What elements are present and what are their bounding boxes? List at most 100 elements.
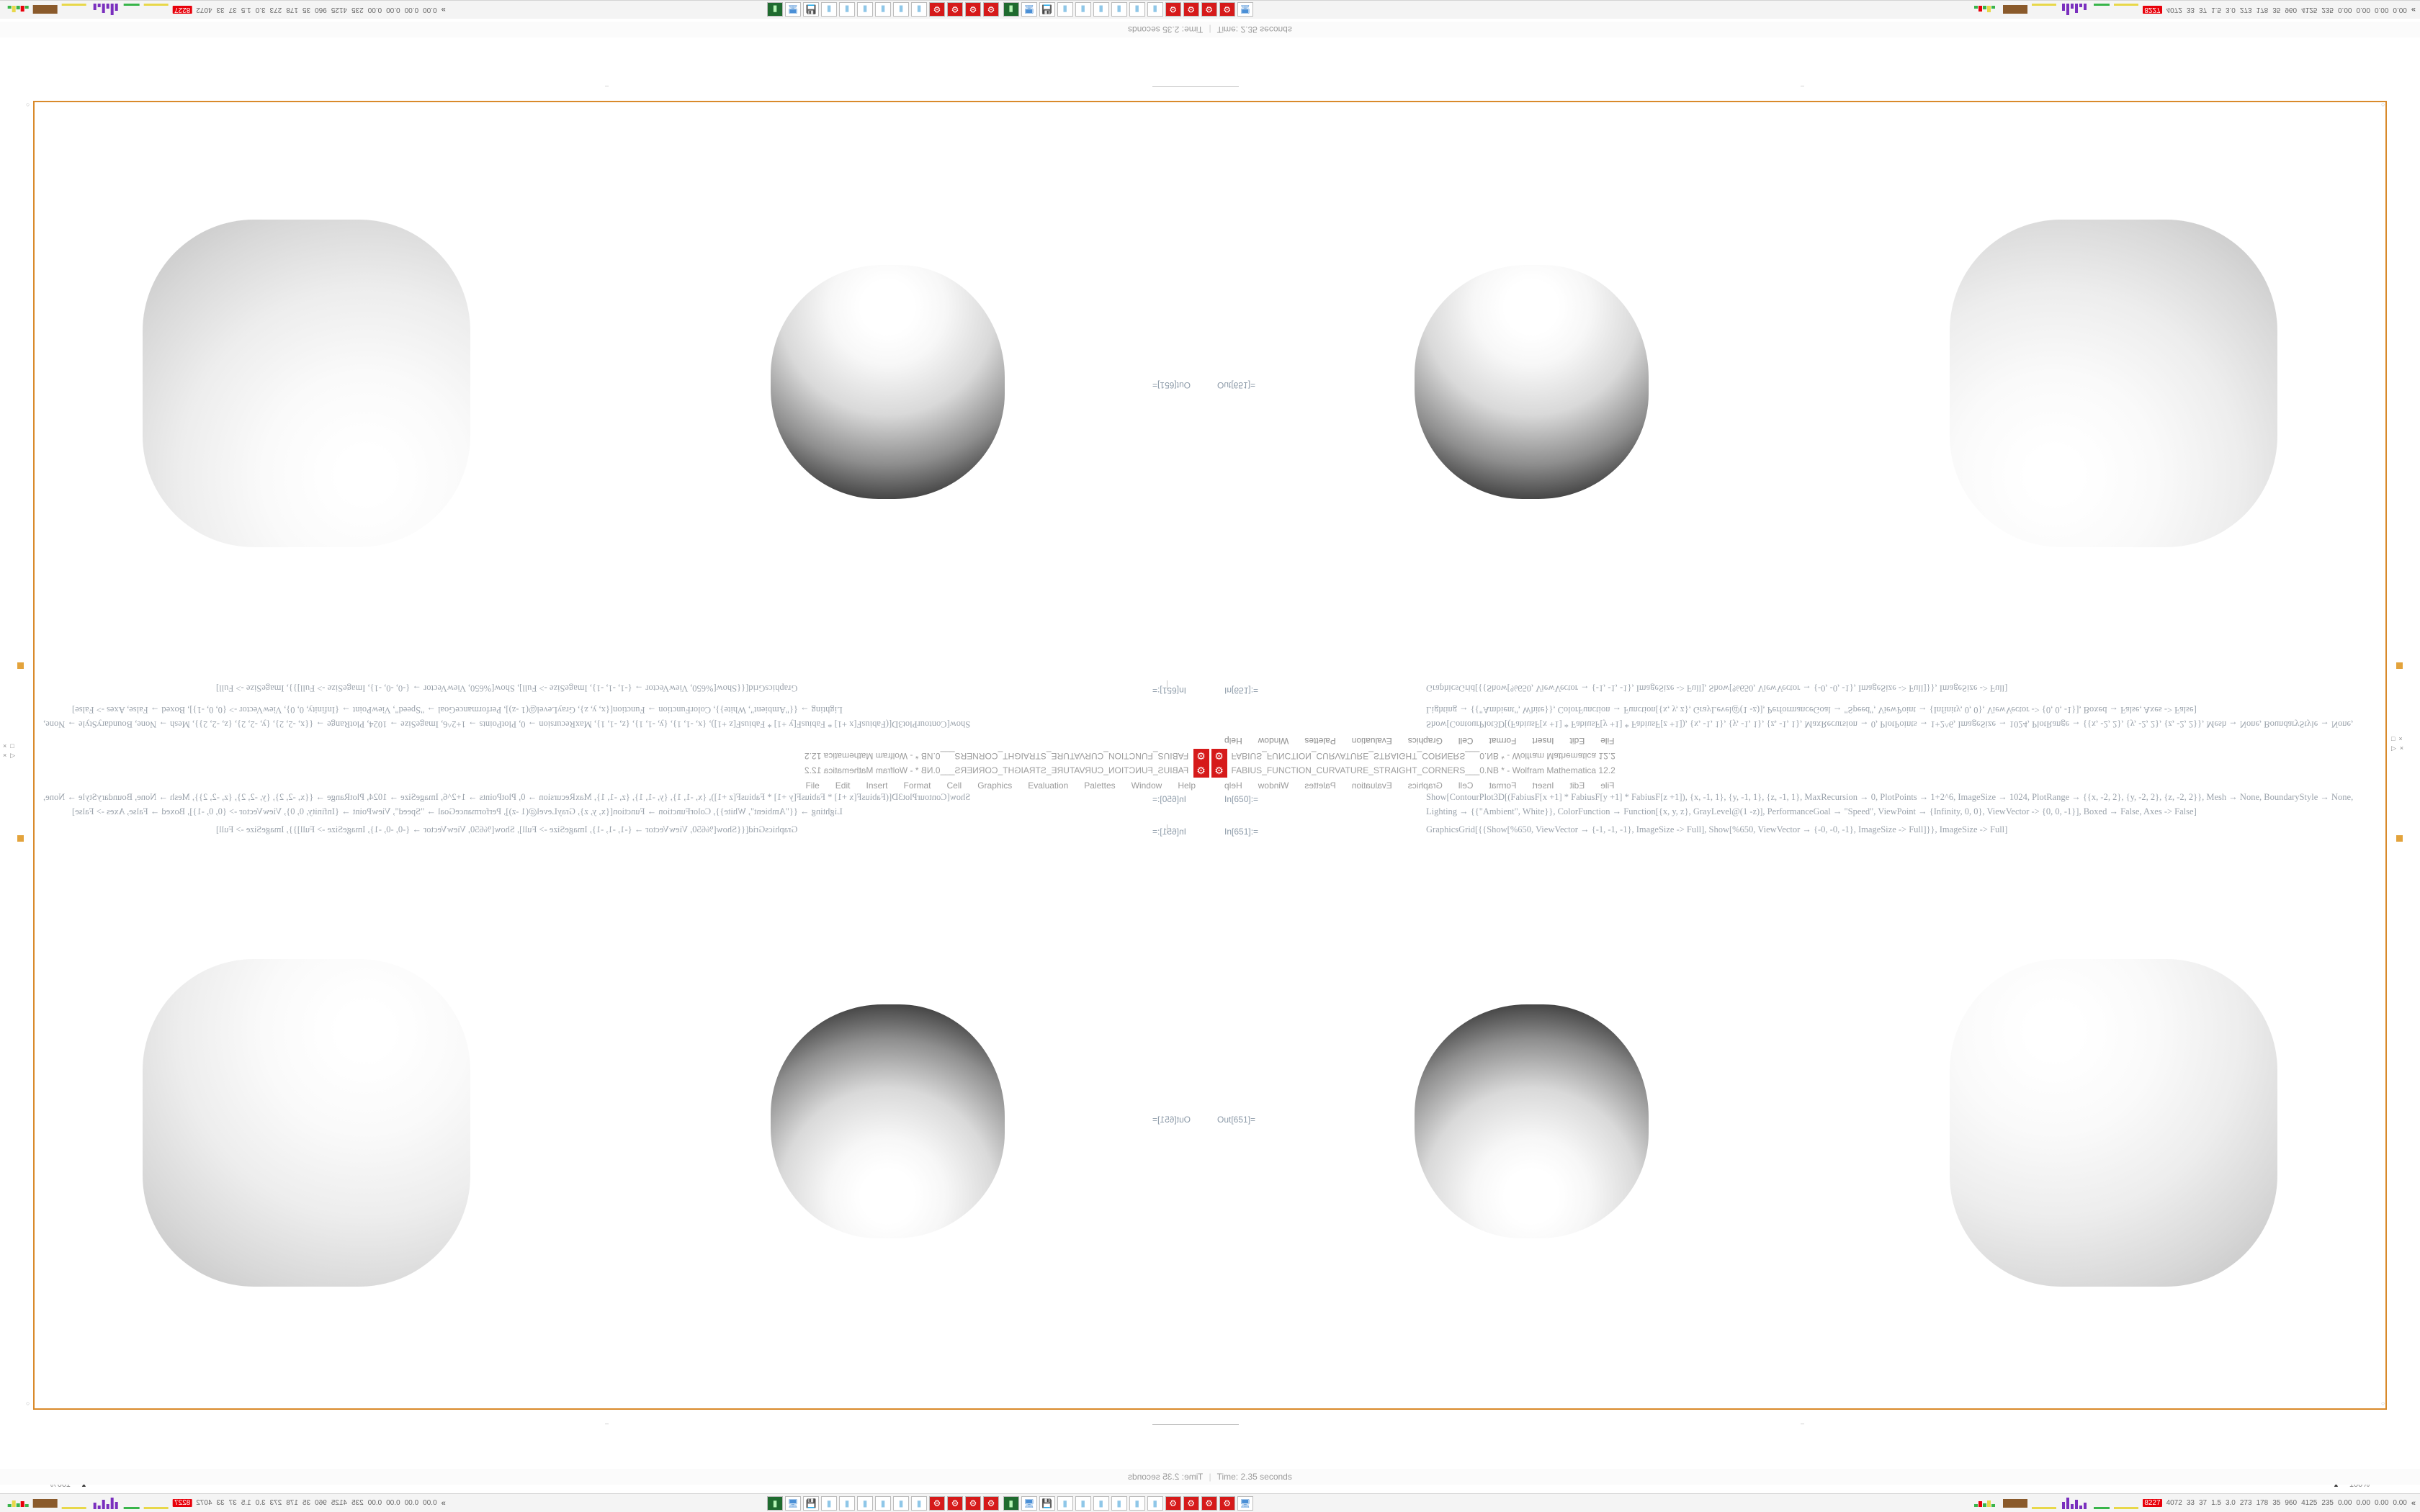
monitor-icon[interactable]: 🖥 (1237, 2, 1253, 17)
terminal-icon[interactable]: ▮ (1003, 1495, 1019, 1511)
system-monitor-right[interactable]: 8227 4072 33 37 1.5 3.0 273 178 35 960 4… (1970, 4, 2420, 16)
system-monitor-left[interactable]: » 0.00 0.00 0.00 0.00 235 4125 960 35 17… (0, 4, 450, 16)
resize-handle-left-top[interactable] (17, 662, 24, 669)
gear-icon[interactable]: ⚙ (1219, 1495, 1235, 1511)
gear-icon[interactable]: ⚙ (1201, 1495, 1217, 1511)
gear-icon[interactable]: ⚙ (1219, 2, 1235, 17)
save-icon[interactable]: 💾 (802, 1495, 819, 1511)
code-line-graphicsgrid-br[interactable]: GraphicsGrid[{{Show[%650, ViewVector → {… (1426, 824, 2008, 834)
gear-icon[interactable]: ⚙ (928, 1495, 945, 1511)
notebook-icon[interactable]: ▮ (892, 1495, 909, 1511)
notebook-icon[interactable]: ▮ (874, 1495, 891, 1511)
menu-item-edit-m[interactable]: Edit (1569, 736, 1585, 746)
cell-bracket-top[interactable] (1167, 680, 1168, 689)
cell-bracket-bottom[interactable] (1167, 824, 1168, 833)
save-icon[interactable]: 💾 (1039, 1495, 1055, 1511)
notebook-icon[interactable]: ▮ (1057, 2, 1073, 17)
menu-item-window-r[interactable]: Window (1131, 780, 1162, 791)
menu-item-insert-m[interactable]: Insert (1532, 736, 1554, 746)
gear-icon[interactable]: ⚙ (946, 2, 963, 17)
notebook-icon[interactable]: ▮ (874, 2, 891, 17)
notebook-icon[interactable]: ▮ (856, 1495, 873, 1511)
gear-icon[interactable]: ⚙ (1165, 1495, 1181, 1511)
notebook-icon[interactable]: ▮ (910, 2, 927, 17)
gear-icon[interactable]: ⚙ (928, 2, 945, 17)
sidebar-close-buttons-left[interactable]: × □ × ▷ (3, 742, 16, 759)
menu-item-file-m[interactable]: File (1600, 736, 1615, 746)
gear-icon[interactable]: ⚙ (1193, 749, 1209, 763)
code-line-graphicsgrid-tl[interactable]: GraphicsGrid[{{Show[%650, ViewVector → {… (216, 683, 798, 693)
notebook-icon[interactable]: ▮ (1075, 1495, 1091, 1511)
menu-item-evaluation-r[interactable]: Evaluation (1028, 780, 1069, 791)
gear-icon[interactable]: ⚙ (946, 1495, 963, 1511)
menu-item-help-r[interactable]: Help (1178, 780, 1196, 791)
gear-icon[interactable]: ⚙ (1201, 2, 1217, 17)
notebook-icon[interactable]: ▮ (892, 2, 909, 17)
code-line-contourplot-l0-bl[interactable]: Show[ContourPlot3D[(FabiusF[x +1] * Fabi… (43, 792, 971, 802)
taskbar-bottom-right[interactable]: ▮ 🖥 💾 ▮ ▮ ▮ ▮ ▮ ▮ ⚙ ⚙ ⚙ ⚙ 🖥 (1003, 1495, 1253, 1511)
code-line-graphicsgrid-bl[interactable]: GraphicsGrid[{{Show[%650, ViewVector → {… (216, 824, 798, 834)
code-line-contourplot-l1-tl[interactable]: Lighting → {{"Ambient", White}}, ColorFu… (72, 705, 843, 715)
menu-item-palettes-r[interactable]: Palettes (1084, 780, 1116, 791)
resize-handle-left-bottom[interactable] (17, 835, 24, 842)
system-monitor-bottom-left[interactable]: » 0.00 0.00 0.00 0.00 235 4125 960 35 17… (0, 1497, 450, 1509)
notebook-icon[interactable]: ▮ (838, 2, 855, 17)
resize-handle-right-bottom[interactable] (2396, 835, 2403, 842)
double-chevron-up-icon[interactable]: » (441, 5, 446, 14)
terminal-icon[interactable]: ▮ (766, 2, 783, 17)
taskbar-top-left[interactable]: ⚙ ⚙ ⚙ ⚙ ▮ ▮ ▮ ▮ ▮ ▮ 💾 🖥 ▮ (766, 2, 999, 17)
menu-item-edit-r[interactable]: Edit (835, 780, 851, 791)
notebook-icon[interactable]: ▮ (1093, 1495, 1109, 1511)
code-line-contourplot-l1-br[interactable]: Lighting → {{"Ambient", White}}, ColorFu… (1426, 806, 2197, 816)
resize-handle-right-top[interactable] (2396, 662, 2403, 669)
notebook-icon[interactable]: ▮ (1147, 1495, 1163, 1511)
notebook-icon[interactable]: ▮ (1057, 1495, 1073, 1511)
terminal-icon[interactable]: ▮ (766, 1495, 783, 1511)
notebook-icon[interactable]: ▮ (856, 2, 873, 17)
notebook-icon[interactable]: ▮ (1129, 1495, 1145, 1511)
double-chevron-up-icon[interactable]: « (2411, 5, 2416, 14)
notebook-icon[interactable]: ▮ (1147, 2, 1163, 17)
gear-icon[interactable]: ⚙ (982, 1495, 999, 1511)
notebook-icon[interactable]: ▮ (1075, 2, 1091, 17)
monitor-icon[interactable]: 🖥 (784, 2, 801, 17)
system-monitor-bottom-right[interactable]: 8227 4072 33 37 1.5 3.0 273 178 35 960 4… (1970, 1497, 2420, 1509)
terminal-icon[interactable]: ▮ (1003, 2, 1019, 17)
menu-item-help-m[interactable]: Help (1224, 736, 1242, 746)
menu-item-file-r[interactable]: File (805, 780, 820, 791)
notebook-icon[interactable]: ▮ (838, 1495, 855, 1511)
chevron-up-icon[interactable]: ▲ (2332, 1481, 2339, 1488)
menu-item-graphics-m[interactable]: Graphics (1407, 736, 1443, 746)
notebook-icon[interactable]: ▮ (820, 2, 837, 17)
menubar-mirrored-top-left[interactable]: File Edit Insert Format Cell Graphics Ev… (0, 734, 2420, 747)
code-line-contourplot-l0-tl[interactable]: Show[ContourPlot3D[(FabiusF[x +1] * Fabi… (43, 719, 971, 729)
code-line-contourplot-l0-br[interactable]: Show[ContourPlot3D[(FabiusF[x +1] * Fabi… (1426, 792, 2354, 802)
double-chevron-up-icon[interactable]: » (441, 1498, 446, 1508)
code-line-contourplot-l0-tr[interactable]: Show[ContourPlot3D[(FabiusF[x +1] * Fabi… (1426, 719, 2354, 729)
gear-icon[interactable]: ⚙ (1165, 2, 1181, 17)
menu-item-graphics-r[interactable]: Graphics (977, 780, 1013, 791)
save-icon[interactable]: 💾 (1039, 2, 1055, 17)
notebook-icon[interactable]: ▮ (1129, 2, 1145, 17)
menubar-right[interactable]: File Edit Insert Format Cell Graphics Ev… (0, 779, 2420, 792)
notebook-icon[interactable]: ▮ (1111, 2, 1127, 17)
sidebar-close-buttons-right[interactable]: □ × ▷ × (2391, 735, 2404, 752)
gear-icon[interactable]: ⚙ (1193, 763, 1209, 778)
menu-item-palettes-m[interactable]: Palettes (1304, 736, 1336, 746)
gear-icon[interactable]: ⚙ (964, 1495, 981, 1511)
notebook-icon[interactable]: ▮ (910, 1495, 927, 1511)
menu-item-format-r[interactable]: Format (903, 780, 931, 791)
gear-icon[interactable]: ⚙ (1183, 2, 1199, 17)
double-chevron-up-icon[interactable]: « (2411, 1498, 2416, 1508)
gear-icon[interactable]: ⚙ (982, 2, 999, 17)
gear-icon[interactable]: ⚙ (1211, 749, 1227, 763)
menu-item-cell-r[interactable]: Cell (946, 780, 962, 791)
menu-item-format-m[interactable]: Format (1489, 736, 1517, 746)
gear-icon[interactable]: ⚙ (1183, 1495, 1199, 1511)
menu-item-window-m[interactable]: Window (1258, 736, 1289, 746)
notebook-icon[interactable]: ▮ (1093, 2, 1109, 17)
monitor-icon[interactable]: 🖥 (1021, 1495, 1037, 1511)
notebook-icon[interactable]: ▮ (1111, 1495, 1127, 1511)
code-line-contourplot-l1-tr[interactable]: Lighting → {{"Ambient", White}}, ColorFu… (1426, 705, 2197, 715)
gear-icon[interactable]: ⚙ (964, 2, 981, 17)
